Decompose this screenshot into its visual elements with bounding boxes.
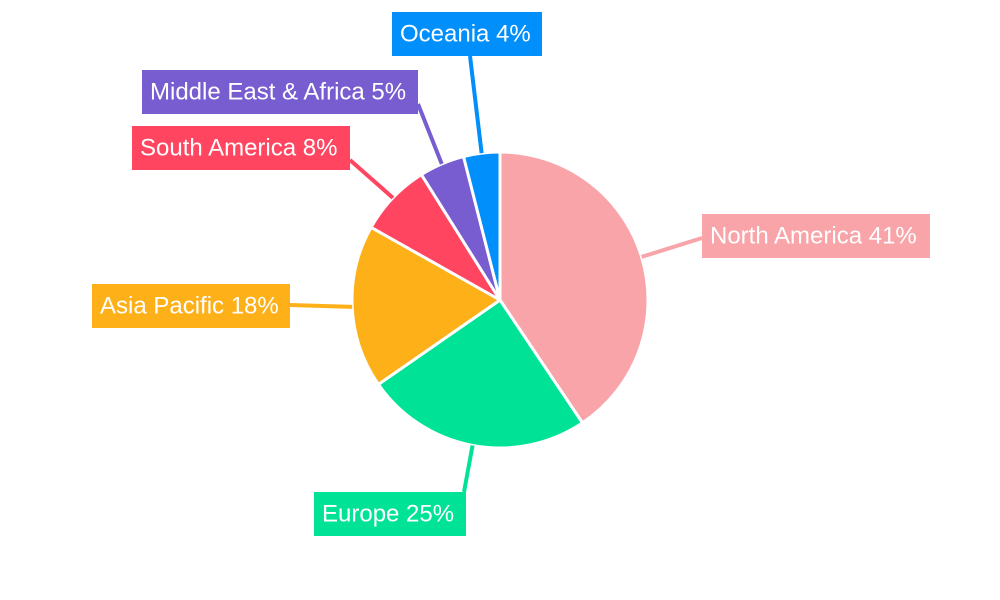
data-label-middle-east-and-africa: Middle East & Africa 5%: [142, 70, 418, 114]
pie-slice-europe[interactable]: [376, 298, 584, 450]
leader-lines-layer: [289, 55, 703, 493]
data-label-text-south-america: South America 8%: [140, 134, 337, 161]
data-label-box-oceania: [392, 12, 542, 56]
leader-line-oceania: [468, 55, 484, 154]
data-label-box-europe: [314, 492, 466, 536]
data-label-text-oceania: Oceania 4%: [400, 20, 531, 47]
data-label-europe: Europe 25%: [314, 492, 466, 536]
leader-line-asia-pacific: [289, 303, 353, 309]
data-label-asia-pacific: Asia Pacific 18%: [92, 284, 290, 328]
data-label-text-europe: Europe 25%: [322, 500, 454, 527]
data-label-north-america: North America 41%: [702, 214, 930, 258]
pie-slice-asia-pacific[interactable]: [350, 225, 502, 386]
data-label-text-middle-east-and-africa: Middle East & Africa 5%: [150, 78, 406, 105]
leader-line-north-america: [640, 236, 703, 259]
data-label-box-asia-pacific: [92, 284, 290, 328]
data-label-south-america: South America 8%: [132, 126, 350, 170]
leader-line-south-america: [348, 158, 395, 200]
data-label-text-north-america: North America 41%: [710, 222, 917, 249]
pie-slice-north-america[interactable]: [498, 150, 650, 425]
data-label-text-asia-pacific: Asia Pacific 18%: [100, 292, 279, 319]
data-label-box-north-america: [702, 214, 930, 258]
data-label-box-middle-east-and-africa: [142, 70, 418, 114]
labels-layer: North America 41% Europe 25% Asia Pacific …: [92, 12, 930, 536]
data-label-oceania: Oceania 4%: [392, 12, 542, 56]
slices-layer: [350, 150, 650, 450]
data-label-box-south-america: [132, 126, 350, 170]
leader-line-middle-east-and-africa: [416, 103, 444, 165]
leader-line-europe: [462, 445, 475, 493]
pie-slice-oceania[interactable]: [462, 150, 502, 302]
